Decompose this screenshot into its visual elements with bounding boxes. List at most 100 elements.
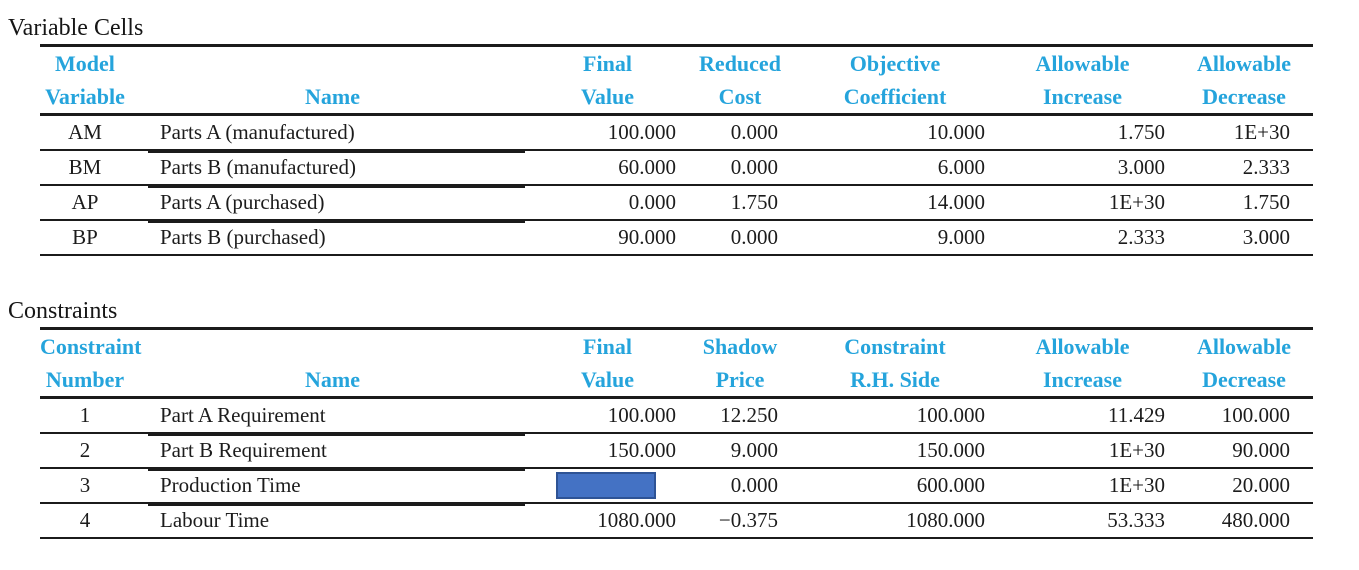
final-value: 1080.000	[535, 503, 680, 539]
allowable-decrease: 480.000	[1175, 503, 1313, 539]
table-row: 1 Part A Requirement 100.000 12.250 100.…	[40, 397, 1313, 434]
variable-cells-section-title: Variable Cells	[8, 15, 144, 41]
table-row: BM Parts B (manufactured) 60.000 0.000 6…	[40, 150, 1313, 187]
constraint-number: 2	[40, 433, 130, 469]
allowable-decrease: 3.000	[1175, 220, 1313, 256]
constraint-rh-side: 150.000	[800, 433, 990, 469]
column-header: Name	[130, 363, 535, 399]
shadow-price: 0.000	[680, 468, 800, 504]
constraint-rh-side: 100.000	[800, 397, 990, 434]
column-header: Model	[55, 50, 115, 76]
column-header: Price	[680, 363, 800, 399]
reduced-cost: 0.000	[680, 220, 800, 256]
column-header: Number	[40, 363, 130, 399]
column-header: Constraint	[844, 333, 946, 359]
final-value: 60.000	[535, 150, 680, 186]
variable-cells-header-line2: Variable Name Value Cost Coefficient Inc…	[40, 80, 1313, 116]
variable-name: Parts A (purchased)	[130, 185, 535, 222]
allowable-increase: 2.333	[990, 220, 1175, 256]
column-header: Cost	[680, 80, 800, 116]
allowable-increase: 1E+30	[990, 433, 1175, 469]
column-header: Decrease	[1175, 363, 1313, 399]
allowable-decrease: 1E+30	[1175, 114, 1313, 151]
table-row: AP Parts A (purchased) 0.000 1.750 14.00…	[40, 185, 1313, 222]
column-header: Name	[130, 80, 535, 116]
reduced-cost: 0.000	[680, 114, 800, 151]
final-value: 90.000	[535, 220, 680, 256]
allowable-increase: 1E+30	[990, 185, 1175, 221]
column-header: Increase	[990, 363, 1175, 399]
objective-coefficient: 10.000	[800, 114, 990, 151]
allowable-decrease: 90.000	[1175, 433, 1313, 469]
final-value-redacted-cell	[535, 468, 680, 504]
objective-coefficient: 14.000	[800, 185, 990, 221]
column-header: R.H. Side	[800, 363, 990, 399]
constraint-name: Part B Requirement	[130, 433, 535, 470]
allowable-decrease: 100.000	[1175, 397, 1313, 434]
column-header: Increase	[990, 80, 1175, 116]
column-header: Value	[535, 363, 680, 399]
constraints-table: Constraint Final Shadow Constraint Allow…	[40, 327, 1313, 539]
table-row: BP Parts B (purchased) 90.000 0.000 9.00…	[40, 220, 1313, 256]
model-variable: BP	[40, 220, 130, 256]
allowable-increase: 3.000	[990, 150, 1175, 186]
constraints-header-line1: Constraint Final Shadow Constraint Allow…	[40, 329, 1313, 364]
model-variable: BM	[40, 150, 130, 186]
constraint-name: Labour Time	[130, 503, 535, 539]
column-header: Constraint	[40, 333, 142, 359]
column-header: Objective	[849, 50, 941, 76]
objective-coefficient: 6.000	[800, 150, 990, 186]
column-header	[130, 329, 535, 364]
allowable-increase: 1E+30	[990, 468, 1175, 504]
final-value: 100.000	[535, 397, 680, 434]
reduced-cost: 0.000	[680, 150, 800, 186]
constraint-name: Production Time	[130, 468, 535, 505]
model-variable: AP	[40, 185, 130, 221]
constraint-rh-side: 600.000	[800, 468, 990, 504]
allowable-decrease: 2.333	[1175, 150, 1313, 186]
column-header: Allowable	[1035, 50, 1130, 76]
column-header: Allowable	[1196, 50, 1292, 76]
column-header	[130, 46, 535, 81]
table-row: 3 Production Time 0.000 600.000 1E+30 20…	[40, 468, 1313, 505]
constraint-rh-side: 1080.000	[800, 503, 990, 539]
column-header: Coefficient	[800, 80, 990, 116]
column-header: Allowable	[1196, 333, 1292, 359]
constraint-number: 4	[40, 503, 130, 539]
column-header: Final	[583, 333, 632, 359]
column-header: Value	[535, 80, 680, 116]
model-variable: AM	[40, 114, 130, 151]
shadow-price: 9.000	[680, 433, 800, 469]
allowable-increase: 11.429	[990, 397, 1175, 434]
final-value: 100.000	[535, 114, 680, 151]
column-header: Variable	[40, 80, 130, 116]
variable-name: Parts B (purchased)	[130, 220, 535, 256]
constraint-number: 1	[40, 397, 130, 434]
variable-cells-table: Model Final Reduced Objective Allowable …	[40, 44, 1313, 256]
table-row: 4 Labour Time 1080.000 −0.375 1080.000 5…	[40, 503, 1313, 539]
column-header: Shadow	[702, 333, 778, 359]
variable-cells-header-line1: Model Final Reduced Objective Allowable …	[40, 46, 1313, 81]
variable-name: Parts B (manufactured)	[130, 150, 535, 187]
column-header: Final	[583, 50, 632, 76]
final-value: 150.000	[535, 433, 680, 469]
column-header: Allowable	[1035, 333, 1130, 359]
allowable-decrease: 1.750	[1175, 185, 1313, 221]
column-header: Decrease	[1175, 80, 1313, 116]
variable-name: Parts A (manufactured)	[130, 114, 535, 151]
redacted-value-box[interactable]	[556, 471, 656, 499]
allowable-increase: 53.333	[990, 503, 1175, 539]
column-header: Reduced	[699, 50, 781, 76]
allowable-increase: 1.750	[990, 114, 1175, 151]
table-row: AM Parts A (manufactured) 100.000 0.000 …	[40, 114, 1313, 151]
final-value: 0.000	[535, 185, 680, 221]
table-row: 2 Part B Requirement 150.000 9.000 150.0…	[40, 433, 1313, 470]
reduced-cost: 1.750	[680, 185, 800, 221]
shadow-price: 12.250	[680, 397, 800, 434]
shadow-price: −0.375	[680, 503, 800, 539]
constraints-header-line2: Number Name Value Price R.H. Side Increa…	[40, 363, 1313, 399]
objective-coefficient: 9.000	[800, 220, 990, 256]
allowable-decrease: 20.000	[1175, 468, 1313, 504]
constraint-number: 3	[40, 468, 130, 504]
